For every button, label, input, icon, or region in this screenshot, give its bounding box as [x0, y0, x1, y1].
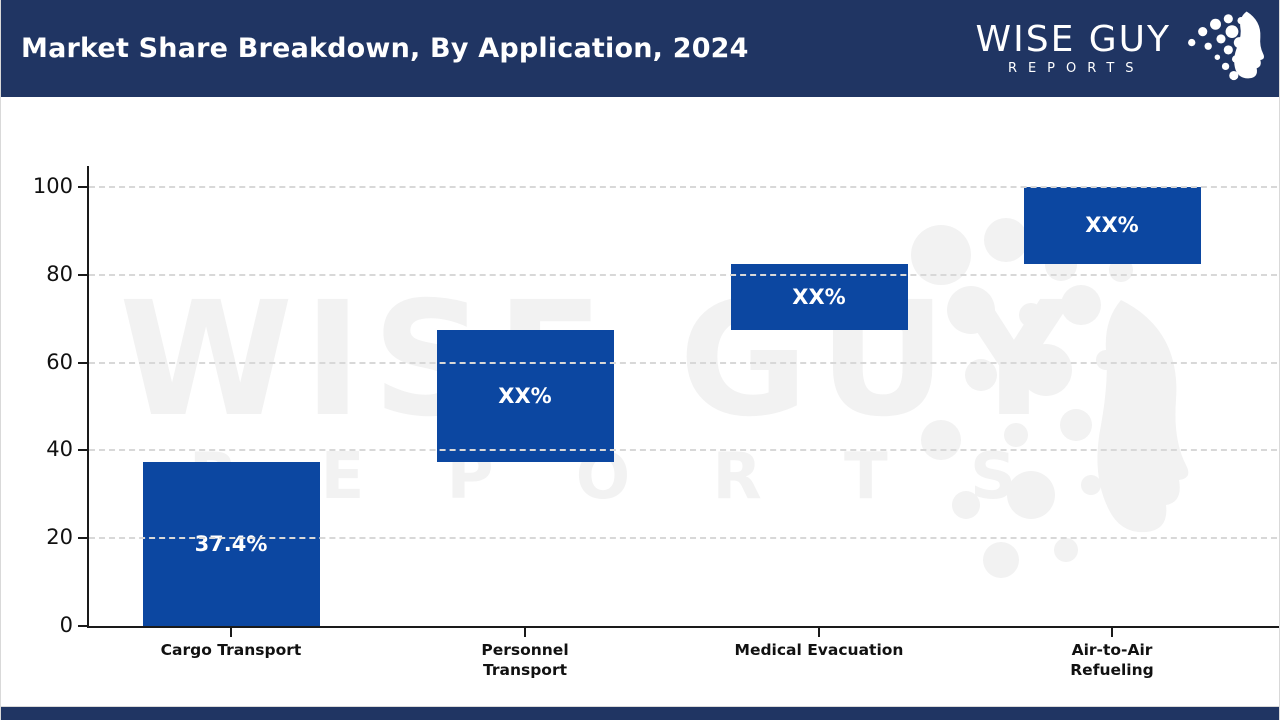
bar-cargo-transport: 37.4%	[142, 461, 320, 626]
logo-reports-label: REPORTS	[1007, 61, 1145, 76]
x-tick-mark	[230, 628, 232, 637]
bar-air-to-air-refueling: XX%	[1023, 187, 1201, 264]
bar-personnel-transport: XX%	[436, 329, 614, 462]
bar-value-label: 37.4%	[194, 531, 268, 556]
y-tick-label: 20	[46, 525, 73, 550]
y-tick-mark	[78, 186, 87, 188]
x-category-label: Cargo Transport	[160, 641, 302, 659]
y-tick-mark	[78, 625, 87, 627]
y-tick-mark	[78, 449, 87, 452]
y-tick-label: 60	[46, 349, 73, 374]
y-tick-mark	[78, 537, 87, 540]
y-tick-mark	[78, 273, 87, 276]
logo-wiseguy-label: WISE GUY	[975, 19, 1171, 60]
bar-value-label: XX%	[1085, 213, 1139, 238]
gridline-y80	[89, 273, 1277, 276]
logo-head-icon	[1188, 10, 1264, 80]
header: Market Share Breakdown, By Application, …	[1, 0, 1279, 97]
bar-value-label: XX%	[498, 383, 552, 408]
x-category-label: Medical Evacuation	[734, 641, 904, 659]
x-axis-line	[87, 626, 1279, 628]
gridline-y100	[89, 186, 1277, 188]
x-tick-mark	[1111, 628, 1113, 637]
wise-guy-logo: WISE GUY REPORTS	[976, 6, 1268, 92]
y-tick-label: 40	[46, 437, 73, 462]
x-tick-mark	[818, 628, 820, 637]
footer-band	[1, 707, 1279, 720]
bar-value-label: XX%	[792, 284, 846, 309]
y-tick-label: 80	[46, 261, 73, 286]
gridline-y60	[89, 361, 1277, 364]
y-tick-label: 0	[59, 613, 73, 637]
y-tick-label: 100	[32, 174, 73, 198]
x-category-label: Personnel Transport	[481, 641, 569, 680]
x-tick-mark	[524, 628, 526, 637]
y-axis-line	[87, 166, 89, 627]
chart-title: Market Share Breakdown, By Application, …	[21, 33, 749, 64]
y-tick-mark	[78, 361, 87, 364]
bottom-border-line	[1, 706, 1279, 707]
gridline-y40	[89, 449, 1277, 452]
x-category-label: Air-to-Air Refueling	[1070, 641, 1154, 680]
gridline-y20	[89, 537, 1277, 540]
